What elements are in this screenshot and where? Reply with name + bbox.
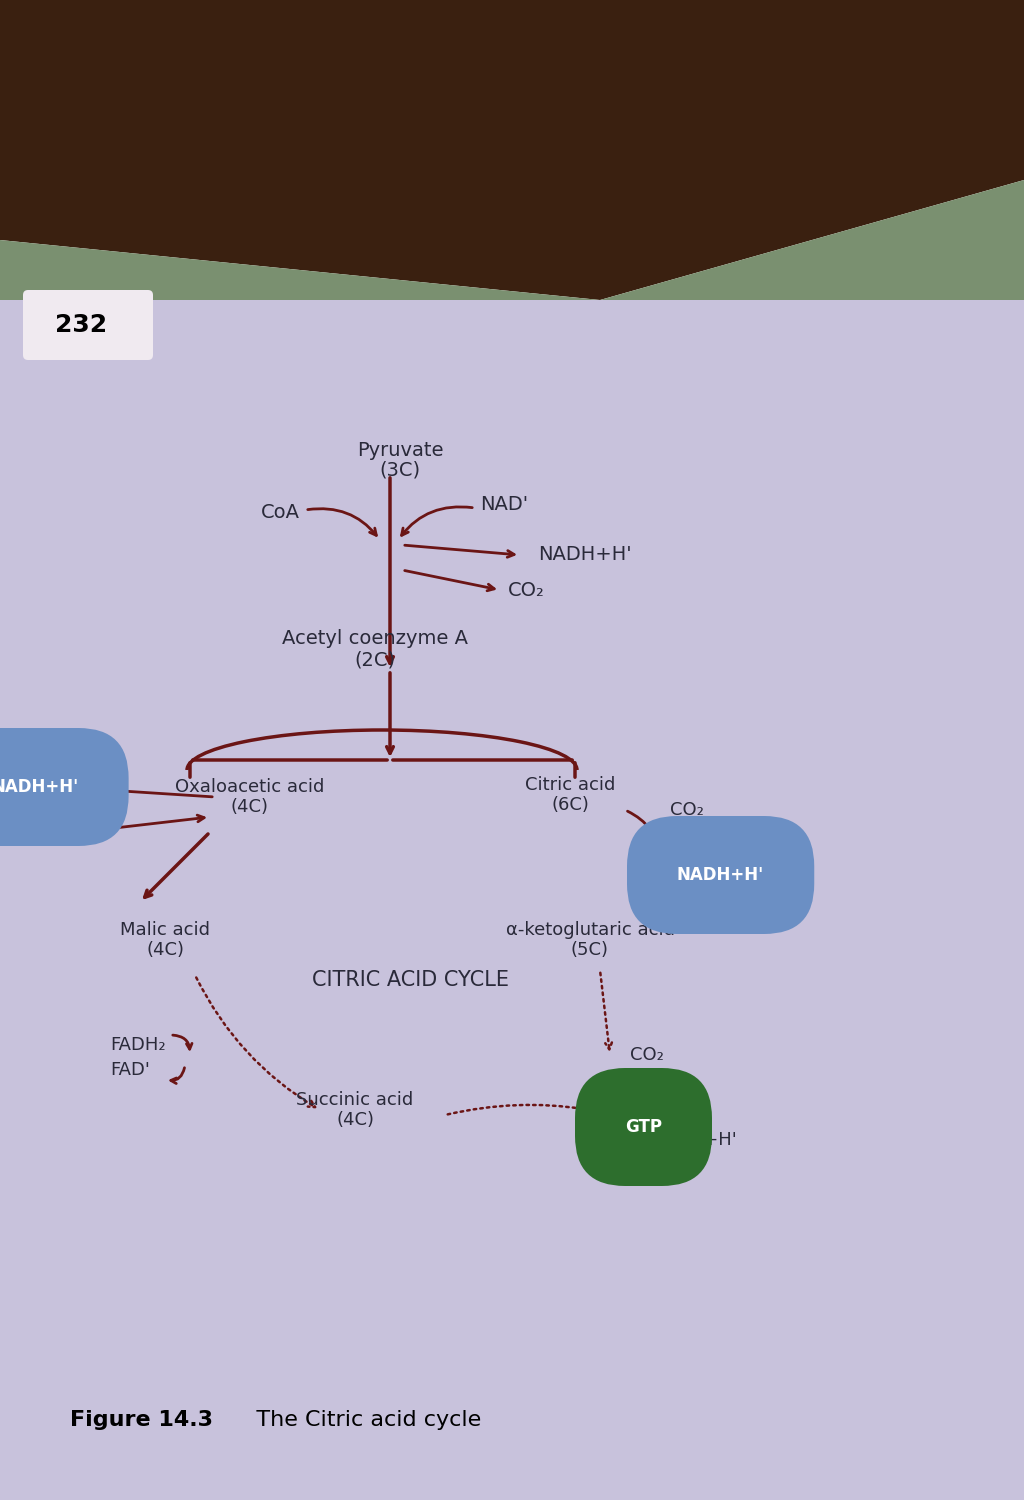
- FancyArrowPatch shape: [640, 867, 656, 912]
- Text: α-ketoglutaric acid: α-ketoglutaric acid: [506, 921, 675, 939]
- Text: CO₂: CO₂: [508, 580, 545, 600]
- Text: The Citric acid cycle: The Citric acid cycle: [234, 1410, 481, 1430]
- Text: (3C): (3C): [380, 460, 421, 480]
- Text: (4C): (4C): [231, 798, 269, 816]
- Text: (6C): (6C): [551, 796, 589, 814]
- Text: NADH+H': NADH+H': [677, 865, 764, 883]
- FancyArrowPatch shape: [173, 1035, 191, 1048]
- Text: CO₂: CO₂: [670, 801, 703, 819]
- Text: NAD': NAD': [480, 495, 528, 514]
- Text: FADH₂: FADH₂: [110, 1036, 166, 1054]
- Text: 232: 232: [55, 314, 108, 338]
- FancyArrowPatch shape: [447, 1106, 585, 1114]
- Text: Malic acid: Malic acid: [120, 921, 210, 939]
- FancyArrowPatch shape: [144, 834, 208, 897]
- FancyArrowPatch shape: [404, 544, 514, 558]
- FancyArrowPatch shape: [628, 812, 663, 853]
- Text: NADH+H': NADH+H': [0, 778, 79, 796]
- FancyArrowPatch shape: [66, 784, 212, 796]
- FancyBboxPatch shape: [23, 290, 153, 360]
- Text: NADH+H': NADH+H': [538, 546, 632, 564]
- Text: NAD': NAD': [24, 824, 68, 842]
- Text: CITRIC ACID CYCLE: CITRIC ACID CYCLE: [311, 970, 509, 990]
- Text: Acetyl coenzyme A: Acetyl coenzyme A: [282, 628, 468, 648]
- FancyArrowPatch shape: [171, 1068, 184, 1083]
- Text: CO₂: CO₂: [630, 1046, 664, 1064]
- Text: NAD': NAD': [625, 1074, 670, 1092]
- Text: (2C): (2C): [354, 651, 395, 669]
- FancyArrowPatch shape: [600, 974, 612, 1050]
- FancyArrowPatch shape: [387, 674, 393, 753]
- FancyArrowPatch shape: [83, 815, 204, 831]
- FancyArrowPatch shape: [404, 570, 495, 591]
- FancyArrowPatch shape: [197, 978, 315, 1107]
- Text: Pyruvate: Pyruvate: [356, 441, 443, 459]
- FancyArrowPatch shape: [387, 478, 393, 663]
- Text: Figure 14.3: Figure 14.3: [70, 1410, 213, 1430]
- Text: (4C): (4C): [146, 940, 184, 958]
- Text: GDP: GDP: [625, 1090, 664, 1108]
- Text: Oxaloacetic acid: Oxaloacetic acid: [175, 778, 325, 796]
- FancyArrowPatch shape: [607, 1090, 642, 1124]
- Text: FAD': FAD': [110, 1060, 150, 1078]
- Text: Citric acid: Citric acid: [525, 776, 615, 794]
- Text: NAD': NAD': [668, 830, 713, 848]
- FancyArrowPatch shape: [401, 507, 472, 536]
- FancyArrowPatch shape: [610, 1138, 635, 1170]
- FancyArrowPatch shape: [308, 509, 377, 536]
- Text: (5C): (5C): [571, 940, 609, 958]
- Polygon shape: [0, 180, 1024, 380]
- Polygon shape: [0, 0, 1024, 300]
- Text: (4C): (4C): [336, 1112, 374, 1130]
- Text: NADH+H': NADH+H': [650, 1131, 736, 1149]
- Text: GTP: GTP: [625, 1118, 662, 1136]
- Text: CoA: CoA: [261, 503, 300, 522]
- Bar: [0, 300, 1024, 1500]
- Text: Succinic acid: Succinic acid: [296, 1090, 414, 1108]
